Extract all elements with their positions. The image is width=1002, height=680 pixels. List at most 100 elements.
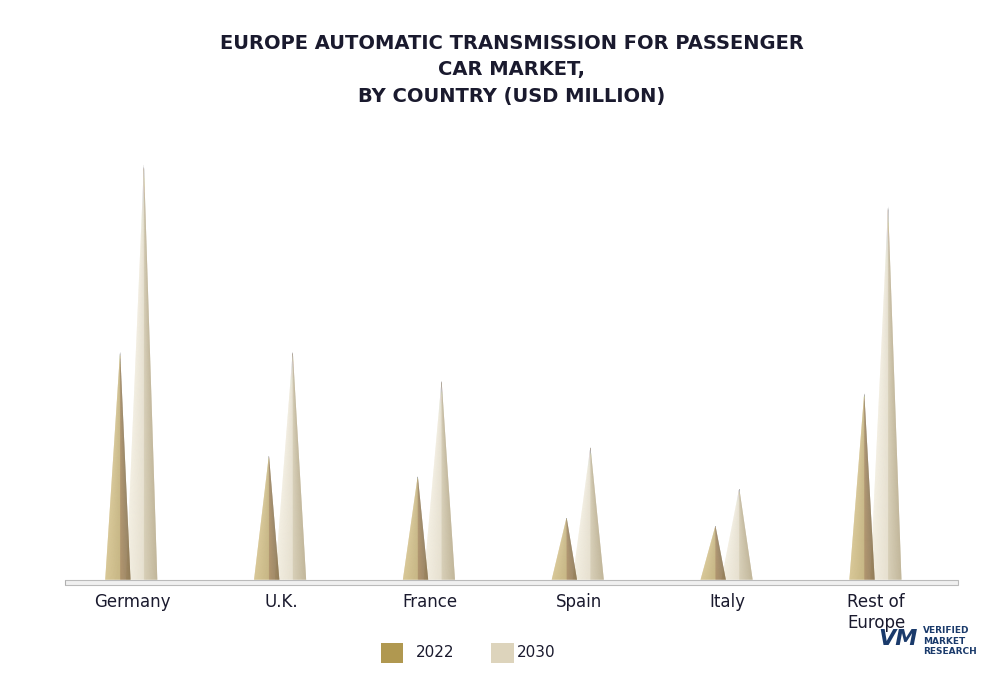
- Polygon shape: [871, 205, 887, 579]
- Polygon shape: [590, 447, 597, 579]
- Polygon shape: [285, 351, 293, 579]
- Polygon shape: [738, 488, 740, 579]
- Polygon shape: [265, 455, 269, 579]
- Polygon shape: [590, 447, 594, 579]
- Polygon shape: [714, 526, 722, 579]
- Polygon shape: [864, 392, 870, 579]
- Polygon shape: [114, 351, 120, 579]
- Polygon shape: [734, 488, 738, 579]
- Polygon shape: [854, 392, 864, 579]
- Polygon shape: [441, 380, 452, 579]
- Polygon shape: [418, 476, 428, 579]
- Polygon shape: [880, 205, 887, 579]
- Polygon shape: [143, 164, 148, 579]
- Polygon shape: [582, 447, 590, 579]
- Polygon shape: [114, 351, 120, 579]
- Polygon shape: [885, 205, 887, 579]
- Polygon shape: [418, 476, 421, 579]
- Polygon shape: [117, 351, 120, 579]
- Polygon shape: [584, 447, 590, 579]
- Polygon shape: [264, 455, 269, 579]
- Polygon shape: [714, 526, 717, 579]
- Polygon shape: [735, 488, 738, 579]
- Polygon shape: [415, 476, 418, 579]
- Polygon shape: [286, 351, 293, 579]
- Polygon shape: [425, 380, 441, 579]
- Polygon shape: [873, 205, 887, 579]
- Polygon shape: [700, 526, 714, 579]
- Polygon shape: [738, 488, 740, 579]
- Polygon shape: [259, 455, 269, 579]
- Polygon shape: [108, 351, 120, 579]
- Polygon shape: [441, 380, 443, 579]
- Polygon shape: [885, 205, 887, 579]
- Polygon shape: [143, 164, 148, 579]
- Polygon shape: [590, 447, 600, 579]
- Polygon shape: [590, 447, 603, 579]
- Polygon shape: [587, 447, 590, 579]
- Polygon shape: [851, 392, 864, 579]
- Text: VM: VM: [877, 630, 917, 649]
- Polygon shape: [120, 351, 124, 579]
- Polygon shape: [411, 476, 418, 579]
- Polygon shape: [887, 205, 892, 579]
- Polygon shape: [590, 447, 600, 579]
- Polygon shape: [413, 476, 418, 579]
- Polygon shape: [881, 205, 887, 579]
- Polygon shape: [128, 164, 143, 579]
- Polygon shape: [861, 392, 864, 579]
- Polygon shape: [590, 447, 598, 579]
- Polygon shape: [418, 476, 427, 579]
- Polygon shape: [887, 205, 895, 579]
- Polygon shape: [566, 517, 571, 579]
- Polygon shape: [722, 488, 738, 579]
- Polygon shape: [738, 488, 749, 579]
- Polygon shape: [116, 351, 120, 579]
- Polygon shape: [566, 517, 575, 579]
- Polygon shape: [566, 517, 574, 579]
- Polygon shape: [418, 476, 422, 579]
- Polygon shape: [855, 392, 864, 579]
- Polygon shape: [705, 526, 714, 579]
- Polygon shape: [269, 455, 276, 579]
- Polygon shape: [257, 455, 269, 579]
- Polygon shape: [561, 517, 566, 579]
- Polygon shape: [143, 164, 145, 579]
- Polygon shape: [262, 455, 269, 579]
- Polygon shape: [714, 526, 722, 579]
- Polygon shape: [731, 488, 738, 579]
- Polygon shape: [878, 205, 887, 579]
- Polygon shape: [282, 351, 293, 579]
- Polygon shape: [882, 205, 887, 579]
- Polygon shape: [256, 455, 269, 579]
- Polygon shape: [714, 526, 717, 579]
- Polygon shape: [269, 455, 277, 579]
- Polygon shape: [441, 380, 451, 579]
- Polygon shape: [738, 488, 750, 579]
- Polygon shape: [418, 476, 420, 579]
- Polygon shape: [143, 164, 145, 579]
- Polygon shape: [887, 205, 890, 579]
- Polygon shape: [441, 380, 450, 579]
- Polygon shape: [887, 205, 898, 579]
- Polygon shape: [738, 488, 746, 579]
- Polygon shape: [139, 164, 143, 579]
- Polygon shape: [738, 488, 746, 579]
- Polygon shape: [726, 488, 738, 579]
- Polygon shape: [552, 517, 566, 579]
- Polygon shape: [441, 380, 446, 579]
- Polygon shape: [426, 380, 441, 579]
- Polygon shape: [293, 351, 302, 579]
- Polygon shape: [714, 526, 722, 579]
- Polygon shape: [425, 380, 441, 579]
- Polygon shape: [293, 351, 295, 579]
- Polygon shape: [111, 351, 120, 579]
- Polygon shape: [143, 164, 152, 579]
- Polygon shape: [566, 517, 575, 579]
- Polygon shape: [566, 517, 573, 579]
- Polygon shape: [590, 447, 599, 579]
- Text: Germany: Germany: [93, 593, 170, 611]
- Polygon shape: [714, 526, 725, 579]
- Polygon shape: [128, 164, 143, 579]
- Polygon shape: [120, 351, 128, 579]
